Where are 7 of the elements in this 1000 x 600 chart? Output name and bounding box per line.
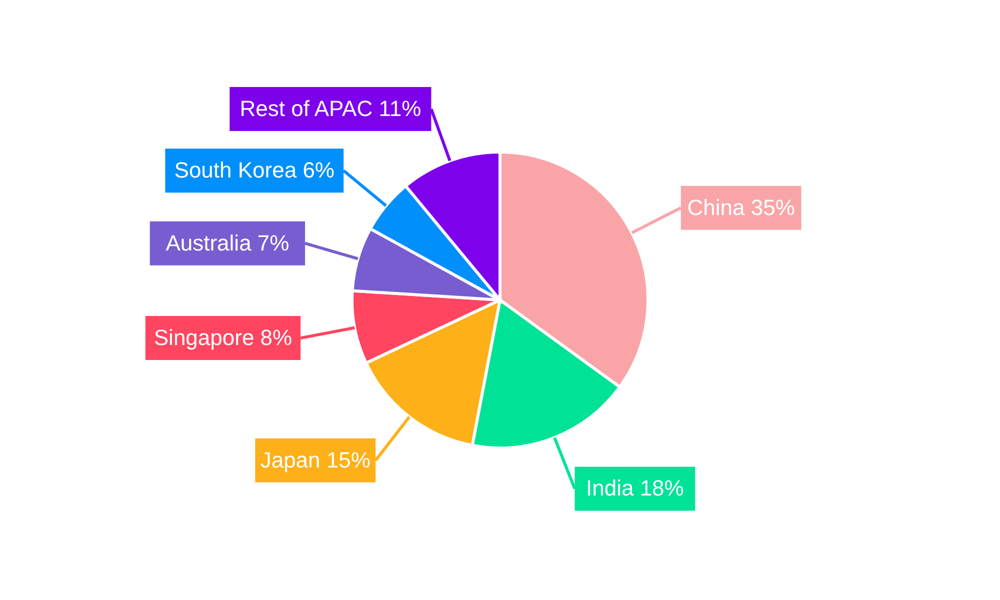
slice-label: South Korea 6% (174, 158, 335, 183)
slice-label: China 35% (687, 194, 795, 220)
slice-label: Japan 15% (260, 447, 370, 472)
slice-label: India 18% (586, 476, 684, 501)
slice-label: Australia 7% (166, 230, 290, 256)
slice-label: Rest of APAC 11% (240, 96, 422, 121)
slice-label: Singapore 8% (154, 325, 292, 350)
